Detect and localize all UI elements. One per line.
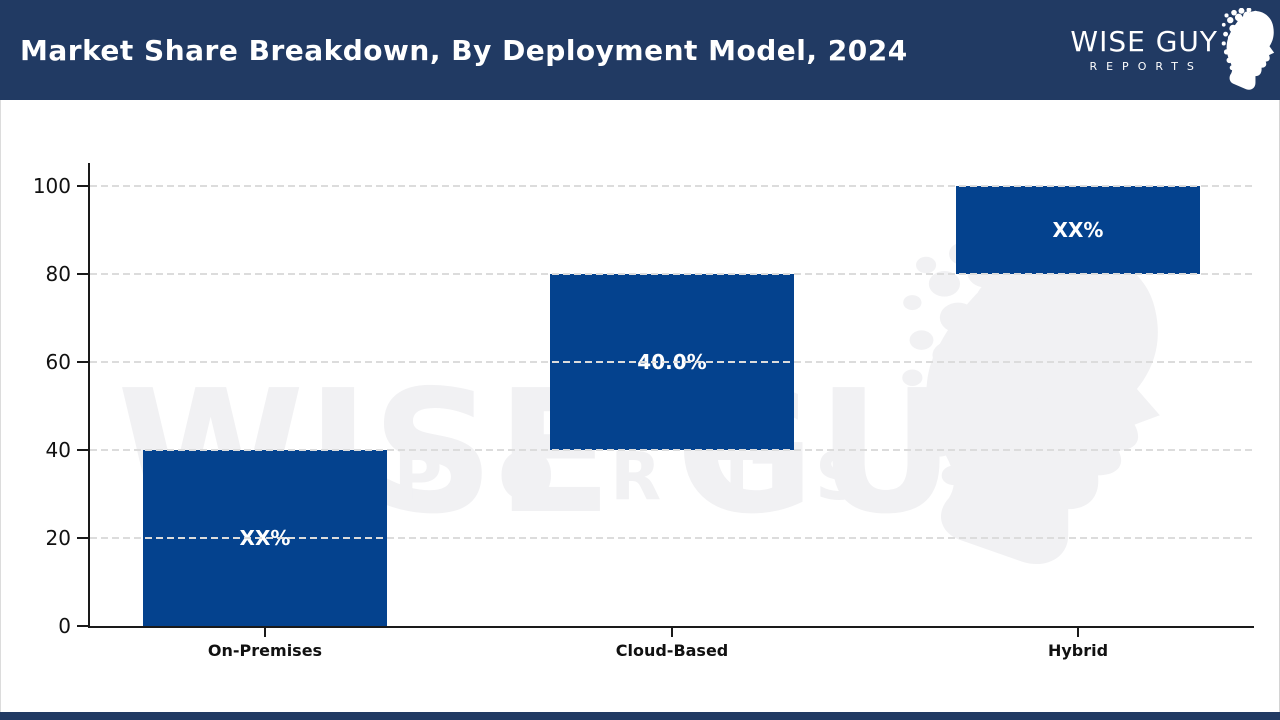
footer-strip [0, 712, 1280, 720]
y-tick-mark-40 [77, 449, 89, 451]
x-axis-label-cloud-based: Cloud-Based [615, 641, 729, 660]
wiseguy-logo-text: WISE GUY REPORTS [1070, 24, 1218, 73]
page-title: Market Share Breakdown, By Deployment Mo… [20, 33, 908, 67]
y-tick-mark-100 [77, 185, 89, 187]
gridline-80 [90, 273, 1254, 275]
x-tick-mark-2 [671, 628, 673, 637]
y-tick-label-0: 0 [58, 614, 71, 638]
wiseguy-logo: WISE GUY REPORTS [1070, 0, 1276, 100]
brand-name: WISE GUY [1070, 24, 1218, 58]
y-tick-mark-80 [77, 273, 89, 275]
y-tick-mark-20 [77, 537, 89, 539]
x-axis-label-on-premises: On-Premises [207, 641, 323, 660]
x-tick-mark-3 [1077, 628, 1079, 637]
y-tick-label-60: 60 [45, 350, 71, 374]
bar-hybrid: XX% [956, 186, 1200, 274]
header-bar: Market Share Breakdown, By Deployment Mo… [0, 0, 1280, 100]
gridline-100 [90, 185, 1254, 187]
y-tick-label-100: 100 [32, 174, 71, 198]
y-tick-mark-60 [77, 361, 89, 363]
y-tick-label-80: 80 [45, 262, 71, 286]
y-axis-line [88, 163, 90, 628]
y-tick-mark-0 [77, 625, 89, 627]
dot-face-profile-icon [1220, 7, 1276, 92]
gridline-20 [90, 537, 1254, 539]
y-tick-label-40: 40 [45, 438, 71, 462]
gridline-40 [90, 449, 1254, 451]
x-tick-mark-1 [264, 628, 266, 637]
chart-area: WISE GUY REPORTS 0 20 40 60 80 100 XX% 40.0% XX%… [0, 100, 1280, 712]
brand-subtitle: REPORTS [1089, 59, 1203, 73]
y-tick-label-20: 20 [45, 526, 71, 550]
x-axis-line [88, 626, 1254, 628]
x-axis-label-hybrid: Hybrid [1047, 641, 1109, 660]
bar-value-label: XX% [1052, 218, 1104, 242]
gridline-60 [90, 361, 1254, 363]
watermark-face-icon [894, 232, 1169, 573]
